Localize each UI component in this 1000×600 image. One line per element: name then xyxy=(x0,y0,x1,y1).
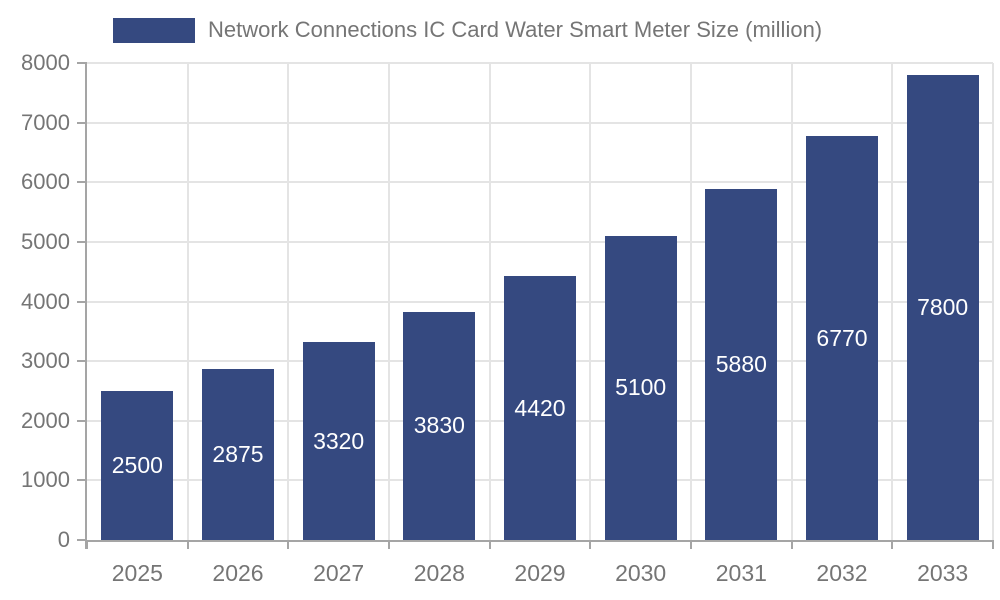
bar: 4420 xyxy=(504,276,576,540)
y-axis-tick xyxy=(77,62,87,64)
y-axis-tick xyxy=(77,539,87,541)
bar-value-label: 3830 xyxy=(413,412,465,439)
gridline-h xyxy=(87,181,993,184)
legend-swatch xyxy=(113,17,195,43)
bar-value-label: 5880 xyxy=(715,351,767,378)
gridline-h xyxy=(87,121,993,124)
x-axis-tick xyxy=(992,540,994,549)
y-axis-tick xyxy=(77,240,87,243)
bar: 6770 xyxy=(806,136,878,540)
y-axis-tick xyxy=(77,419,87,422)
bar-value-label: 2875 xyxy=(212,440,264,467)
x-tick-label: 2025 xyxy=(111,560,163,586)
y-tick-label: 7000 xyxy=(21,109,70,135)
bar: 7800 xyxy=(906,74,979,540)
gridline-v xyxy=(287,63,290,540)
x-axis-tick xyxy=(86,540,88,549)
gridline-v xyxy=(186,63,189,540)
x-axis-tick xyxy=(891,540,894,549)
bar: 2500 xyxy=(101,390,174,540)
bar-value-label: 2500 xyxy=(111,451,163,478)
y-axis-tick xyxy=(77,479,87,482)
gridline-v xyxy=(589,63,592,540)
legend-label: Network Connections IC Card Water Smart … xyxy=(208,17,823,42)
x-axis-tick xyxy=(287,540,290,549)
x-tick-label: 2027 xyxy=(313,560,365,586)
gridline-v xyxy=(891,63,894,540)
y-axis-tick xyxy=(77,121,87,124)
x-axis-line xyxy=(85,540,993,542)
bar: 2875 xyxy=(202,368,274,540)
x-tick-label: 2032 xyxy=(816,560,868,586)
x-axis-tick xyxy=(790,540,793,549)
y-tick-label: 0 xyxy=(57,527,70,552)
bar: 3830 xyxy=(403,311,476,540)
x-axis-tick xyxy=(186,540,189,549)
x-tick-label: 2031 xyxy=(715,560,767,586)
bar: 5100 xyxy=(604,235,677,540)
x-axis-tick xyxy=(589,540,592,549)
bar-value-label: 5100 xyxy=(615,374,667,401)
x-tick-label: 2028 xyxy=(413,560,465,586)
gridline-v xyxy=(388,63,390,540)
x-tick-label: 2026 xyxy=(212,560,264,586)
x-tick-label: 2029 xyxy=(514,560,566,586)
gridline-v xyxy=(690,63,692,540)
legend-item[interactable]: Network Connections IC Card Water Smart … xyxy=(113,17,822,43)
y-tick-label: 2000 xyxy=(21,407,70,433)
x-tick-label: 2030 xyxy=(615,560,667,586)
bar-value-label: 6770 xyxy=(816,324,868,351)
y-axis-line xyxy=(85,63,87,549)
y-tick-label: 8000 xyxy=(21,50,70,75)
gridline-h xyxy=(87,62,993,64)
y-axis-tick xyxy=(77,300,87,303)
y-tick-label: 1000 xyxy=(21,467,70,493)
bar-value-label: 3320 xyxy=(313,427,365,454)
gridline-v xyxy=(488,63,491,540)
x-axis-tick xyxy=(690,540,692,549)
bar: 5880 xyxy=(705,189,778,540)
x-axis-tick xyxy=(488,540,491,549)
gridline-v xyxy=(790,63,793,540)
y-tick-label: 3000 xyxy=(21,348,70,374)
x-axis-tick xyxy=(388,540,390,549)
x-tick-label: 2033 xyxy=(917,560,969,586)
bar-value-label: 4420 xyxy=(514,394,566,421)
y-tick-label: 4000 xyxy=(21,288,70,314)
bar: 3320 xyxy=(302,342,375,540)
y-axis-tick xyxy=(77,181,87,184)
y-tick-label: 5000 xyxy=(21,228,70,254)
bar-value-label: 7800 xyxy=(917,293,969,320)
y-axis-tick xyxy=(77,360,87,363)
gridline-v xyxy=(992,63,994,540)
gridline-h xyxy=(87,240,993,243)
y-tick-label: 6000 xyxy=(21,169,70,195)
